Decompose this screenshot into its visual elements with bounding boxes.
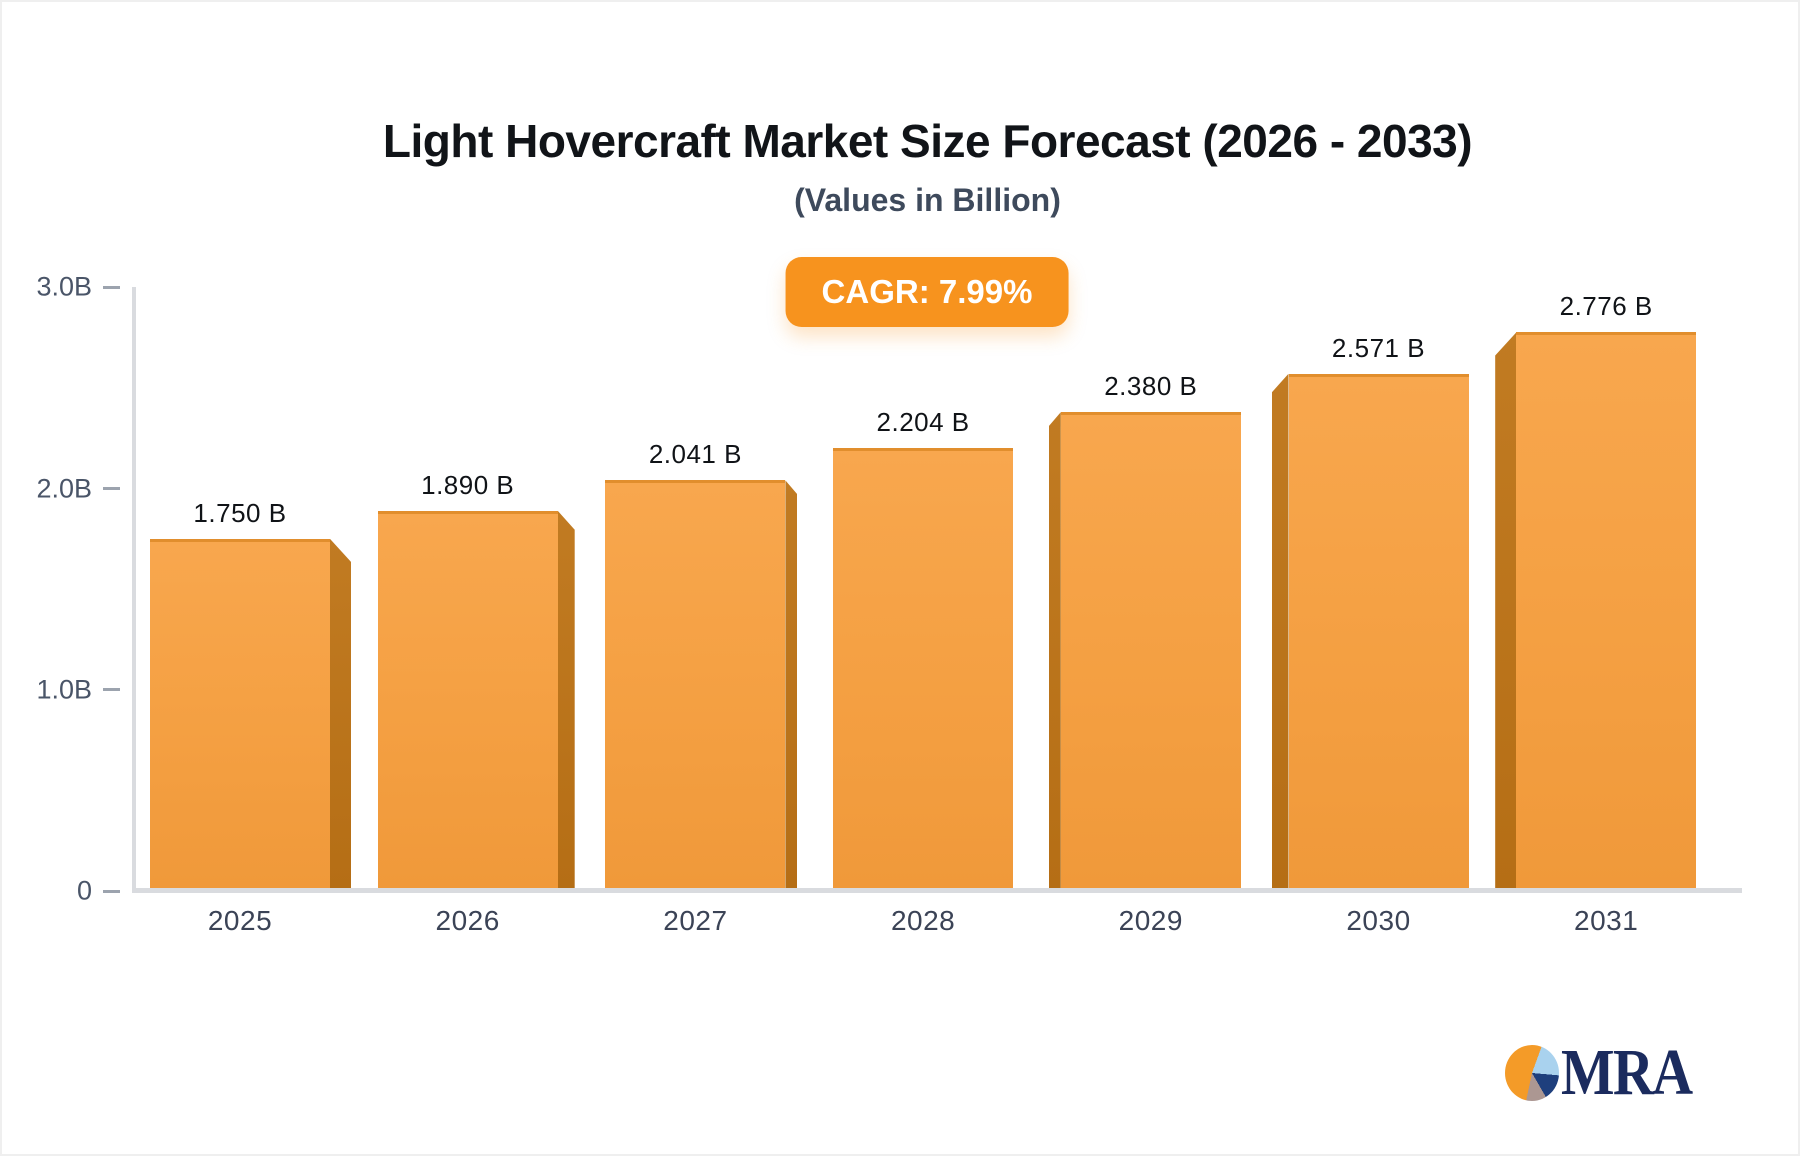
y-tick-label: 0	[76, 875, 92, 906]
bar-side-3d	[785, 480, 798, 888]
x-axis-label-2029: 2029	[1118, 905, 1183, 936]
y-tick-dash	[103, 889, 120, 893]
x-axis-label-2027: 2027	[663, 905, 728, 936]
bar-value-label: 2.571 B	[1331, 332, 1426, 363]
y-tick-dash	[103, 487, 120, 491]
bar-face	[833, 447, 1014, 888]
bar-face	[1060, 412, 1241, 888]
bar-value-label: 2.204 B	[876, 406, 970, 437]
cagr-badge: CAGR: 7.99%	[785, 257, 1069, 327]
pie-chart-icon	[1505, 1045, 1559, 1101]
bar-2029[interactable]	[1048, 412, 1241, 888]
bar-face	[605, 480, 786, 888]
bar-2028[interactable]	[833, 447, 1014, 888]
bar-side-3d	[1495, 332, 1517, 888]
chart-subtitle: (Values in Billion)	[794, 182, 1061, 218]
bar-side-3d	[1048, 412, 1061, 888]
bar-side-3d	[330, 538, 351, 888]
x-axis-label-2026: 2026	[435, 905, 500, 936]
bar-value-label: 1.890 B	[421, 469, 515, 500]
bar-value-label: 2.041 B	[648, 439, 742, 470]
bar-2026[interactable]	[377, 510, 575, 888]
y-tick-dash	[103, 285, 120, 289]
bar-2025[interactable]	[150, 538, 351, 888]
x-axis-label-2025: 2025	[207, 905, 273, 936]
y-tick-label: 1.0B	[36, 674, 92, 705]
bar-2027[interactable]	[605, 480, 798, 888]
bar-face	[1288, 373, 1469, 888]
bar-2031[interactable]	[1495, 332, 1697, 888]
bar-value-label: 2.380 B	[1104, 371, 1198, 402]
bar-face	[150, 538, 330, 888]
bar-face	[1516, 332, 1697, 888]
chart-title: Light Hovercraft Market Size Forecast (2…	[382, 115, 1473, 167]
bar-2030[interactable]	[1271, 373, 1469, 888]
bar-side-3d	[1271, 373, 1289, 888]
bar-side-3d	[557, 510, 575, 888]
x-axis-label-2031: 2031	[1574, 905, 1639, 936]
x-axis-label-2028: 2028	[890, 905, 956, 936]
mra-logo: MRA	[1505, 1040, 1713, 1106]
chart-header: Light Hovercraft Market Size Forecast (2…	[57, 2, 1798, 219]
y-tick-dash	[103, 688, 120, 692]
logo-text: MRA	[1561, 1036, 1693, 1109]
x-axis-line	[132, 888, 1742, 893]
bar-face	[377, 510, 558, 888]
bar-value-label: 2.776 B	[1559, 291, 1653, 322]
y-tick-label: 3.0B	[36, 271, 92, 302]
bar-value-label: 1.750 B	[193, 497, 287, 528]
x-axis-label-2030: 2030	[1346, 905, 1411, 936]
y-tick-label: 2.0B	[36, 473, 92, 504]
y-axis-line	[132, 287, 136, 888]
